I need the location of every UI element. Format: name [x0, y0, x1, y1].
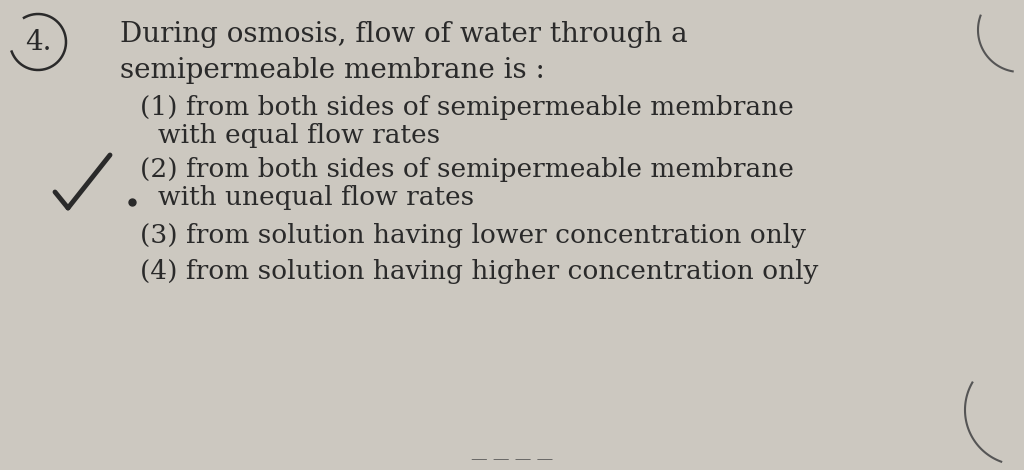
Text: semipermeable membrane is :: semipermeable membrane is :	[120, 56, 545, 84]
Text: (2) from both sides of semipermeable membrane: (2) from both sides of semipermeable mem…	[140, 157, 794, 182]
Text: (1) from both sides of semipermeable membrane: (1) from both sides of semipermeable mem…	[140, 95, 794, 120]
Text: with equal flow rates: with equal flow rates	[158, 123, 440, 148]
Text: with unequal flow rates: with unequal flow rates	[158, 186, 474, 211]
Text: 4.: 4.	[25, 29, 51, 55]
Text: — — — —: — — — —	[471, 452, 553, 469]
Text: (4) from solution having higher concentration only: (4) from solution having higher concentr…	[140, 259, 818, 284]
Text: During osmosis, flow of water through a: During osmosis, flow of water through a	[120, 22, 688, 48]
Text: (3) from solution having lower concentration only: (3) from solution having lower concentra…	[140, 222, 806, 248]
